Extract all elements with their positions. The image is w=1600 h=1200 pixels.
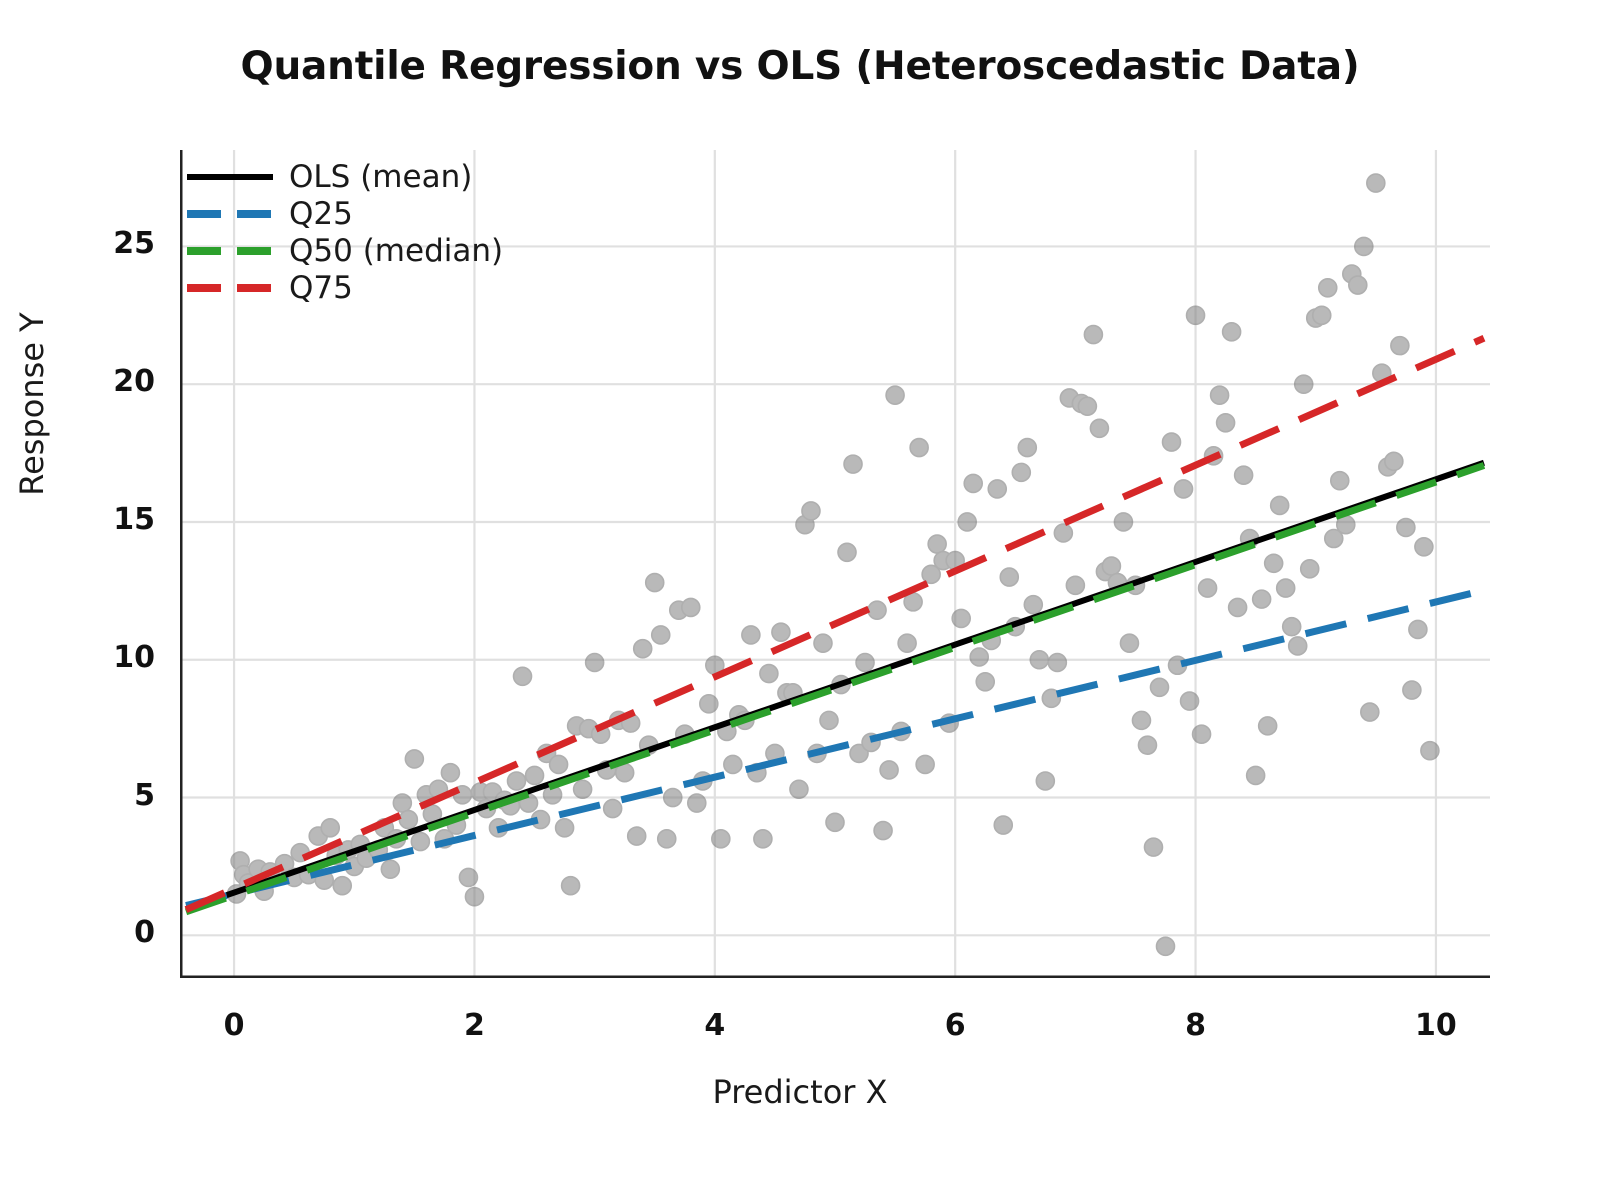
y-axis-label: Response Y — [13, 312, 51, 496]
y-tick-label: 10 — [113, 639, 155, 675]
legend-label: Q25 — [289, 195, 353, 232]
regression-line-q75 — [184, 334, 1486, 913]
x-tick-label: 8 — [1185, 1008, 1206, 1043]
legend-item-q50-median-[interactable]: Q50 (median) — [185, 232, 545, 269]
x-tick-label: 6 — [944, 1008, 966, 1043]
legend-item-ols-mean-[interactable]: OLS (mean) — [185, 158, 545, 195]
y-tick-label: 15 — [113, 501, 155, 537]
legend-swatch-icon — [185, 239, 275, 263]
legend-swatch-icon — [185, 165, 275, 189]
y-tick-label: 0 — [134, 915, 155, 951]
y-tick-label: 20 — [113, 364, 155, 400]
y-tick-label: 5 — [134, 777, 155, 813]
regression-line-q50-median- — [184, 462, 1486, 916]
x-tick-label: 4 — [704, 1008, 726, 1043]
x-tick-label: 10 — [1415, 1008, 1457, 1043]
legend-label: OLS (mean) — [289, 158, 473, 195]
regression-line-q25 — [185, 586, 1485, 909]
chart-title: Quantile Regression vs OLS (Heteroscedas… — [240, 44, 1360, 89]
legend-swatch-icon — [185, 202, 275, 226]
x-tick-label: 2 — [464, 1008, 485, 1043]
legend-item-q75[interactable]: Q75 — [185, 269, 545, 306]
x-tick-label: 0 — [223, 1008, 245, 1043]
legend-label: Q50 (median) — [289, 232, 504, 269]
legend-item-q25[interactable]: Q25 — [185, 195, 545, 232]
legend-label: Q75 — [289, 269, 353, 306]
plot-canvas — [180, 150, 1490, 978]
y-tick-label: 25 — [113, 226, 155, 262]
x-axis-label: Predictor X — [712, 1073, 888, 1111]
chart-legend: OLS (mean) Q25 Q50 (median) Q75 — [185, 158, 545, 306]
plot-area — [180, 150, 1490, 978]
legend-swatch-icon — [185, 276, 275, 300]
